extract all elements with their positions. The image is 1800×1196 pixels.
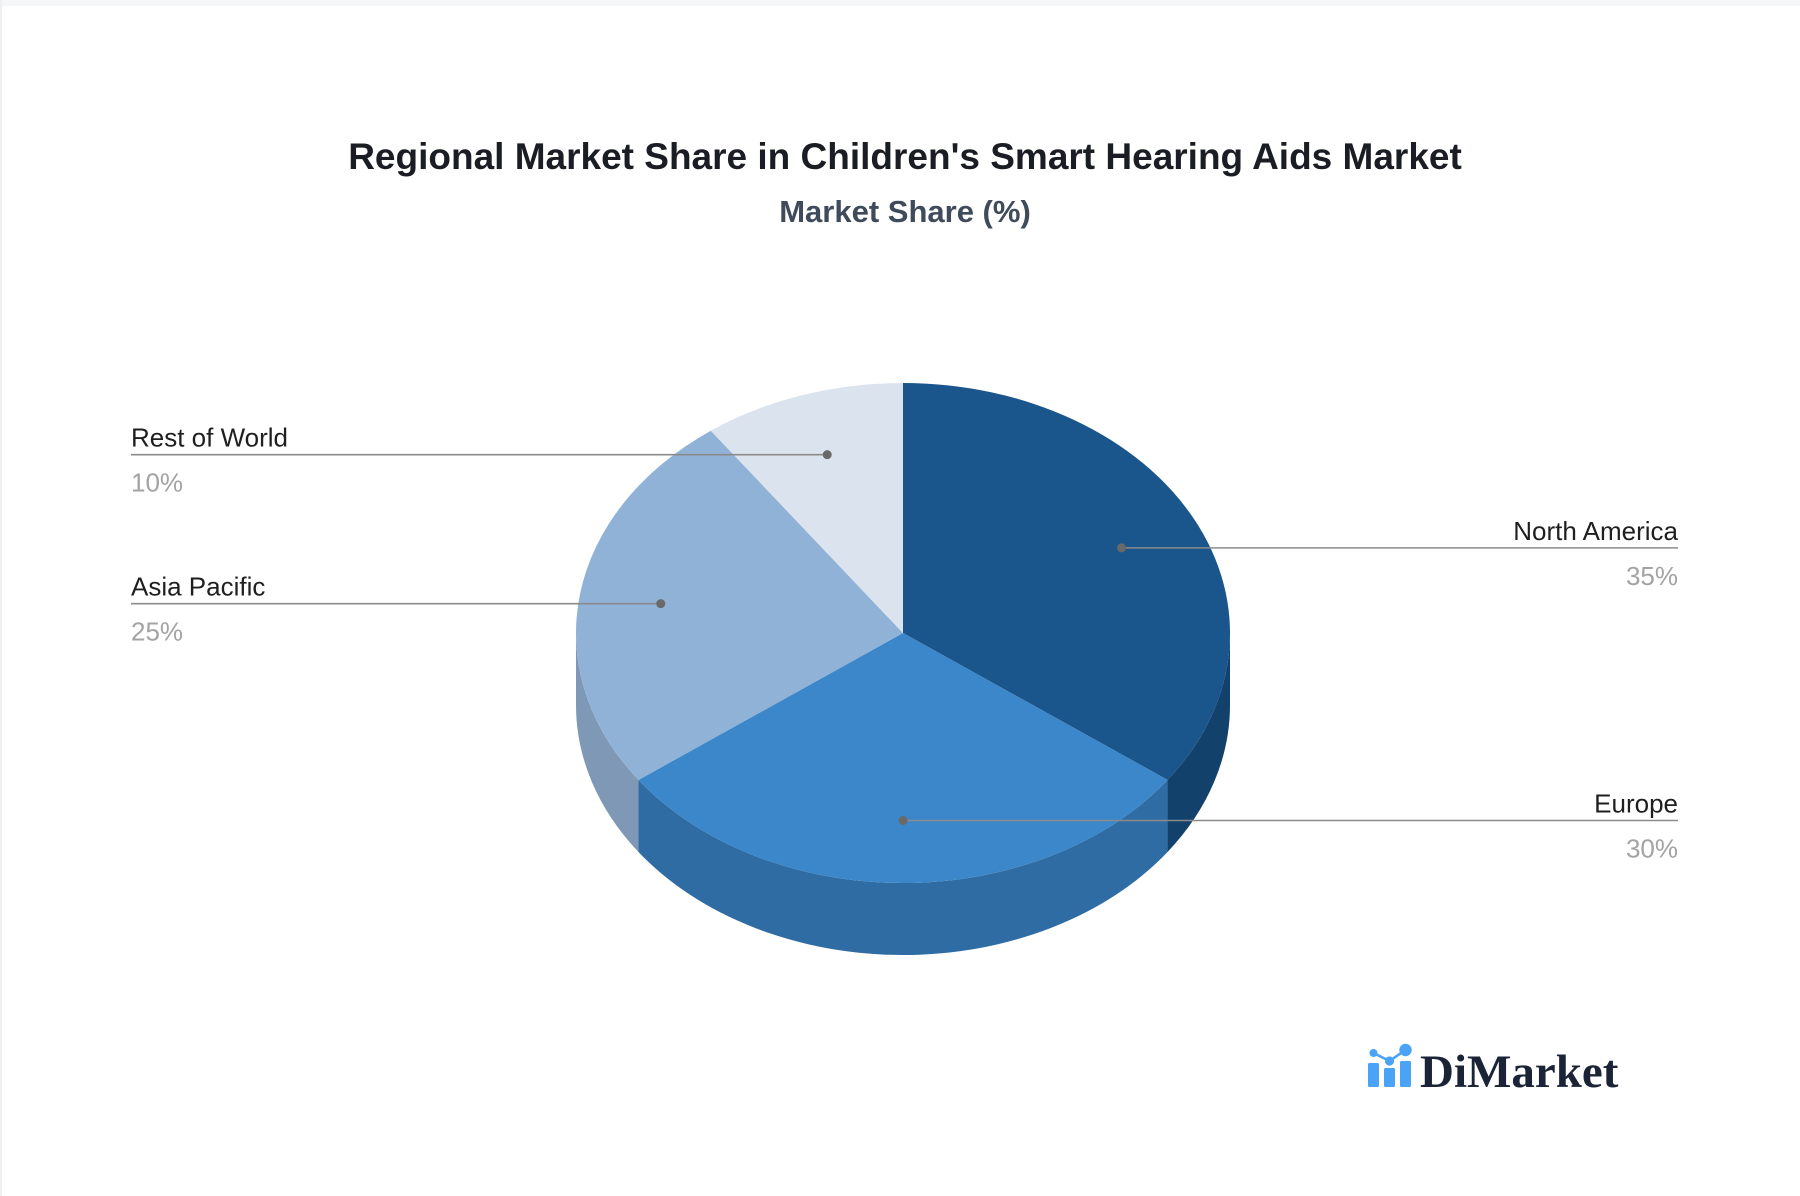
slice-label-asia-pacific: Asia Pacific <box>131 572 265 602</box>
leader-dot-europe <box>898 816 908 825</box>
page-left-border <box>0 0 2 1196</box>
pie-slice-asia-pacific <box>576 430 903 780</box>
pie-slice-rest-of-world <box>710 383 903 633</box>
pie-slice-north-america <box>903 383 1230 780</box>
slice-value-rest-of-world: 10% <box>131 468 183 498</box>
leader-dot-asia-pacific <box>656 599 666 609</box>
brand-logo-text: DiMarket <box>1420 1046 1619 1098</box>
bar-line-chart-icon <box>1368 1043 1412 1087</box>
pie-slice-side-europe <box>638 779 1168 955</box>
slice-value-asia-pacific: 25% <box>131 617 183 647</box>
pie-slice-side-asia-pacific <box>576 633 639 852</box>
chart-subtitle: Market Share (%) <box>779 194 1031 229</box>
leader-dot-rest-of-world <box>822 450 832 460</box>
slice-label-rest-of-world: Rest of World <box>131 423 288 453</box>
pie-slice-side-north-america <box>1167 633 1230 852</box>
slice-value-europe: 30% <box>1626 834 1678 864</box>
leader-dot-north-america <box>1117 543 1127 553</box>
slice-label-europe: Europe <box>1594 789 1678 819</box>
chart-title: Regional Market Share in Children's Smar… <box>348 136 1462 177</box>
brand-logo: DiMarket <box>1368 1043 1619 1098</box>
slice-value-north-america: 35% <box>1626 561 1678 591</box>
page-top-border <box>0 0 1800 6</box>
slice-label-north-america: North America <box>1513 516 1678 546</box>
